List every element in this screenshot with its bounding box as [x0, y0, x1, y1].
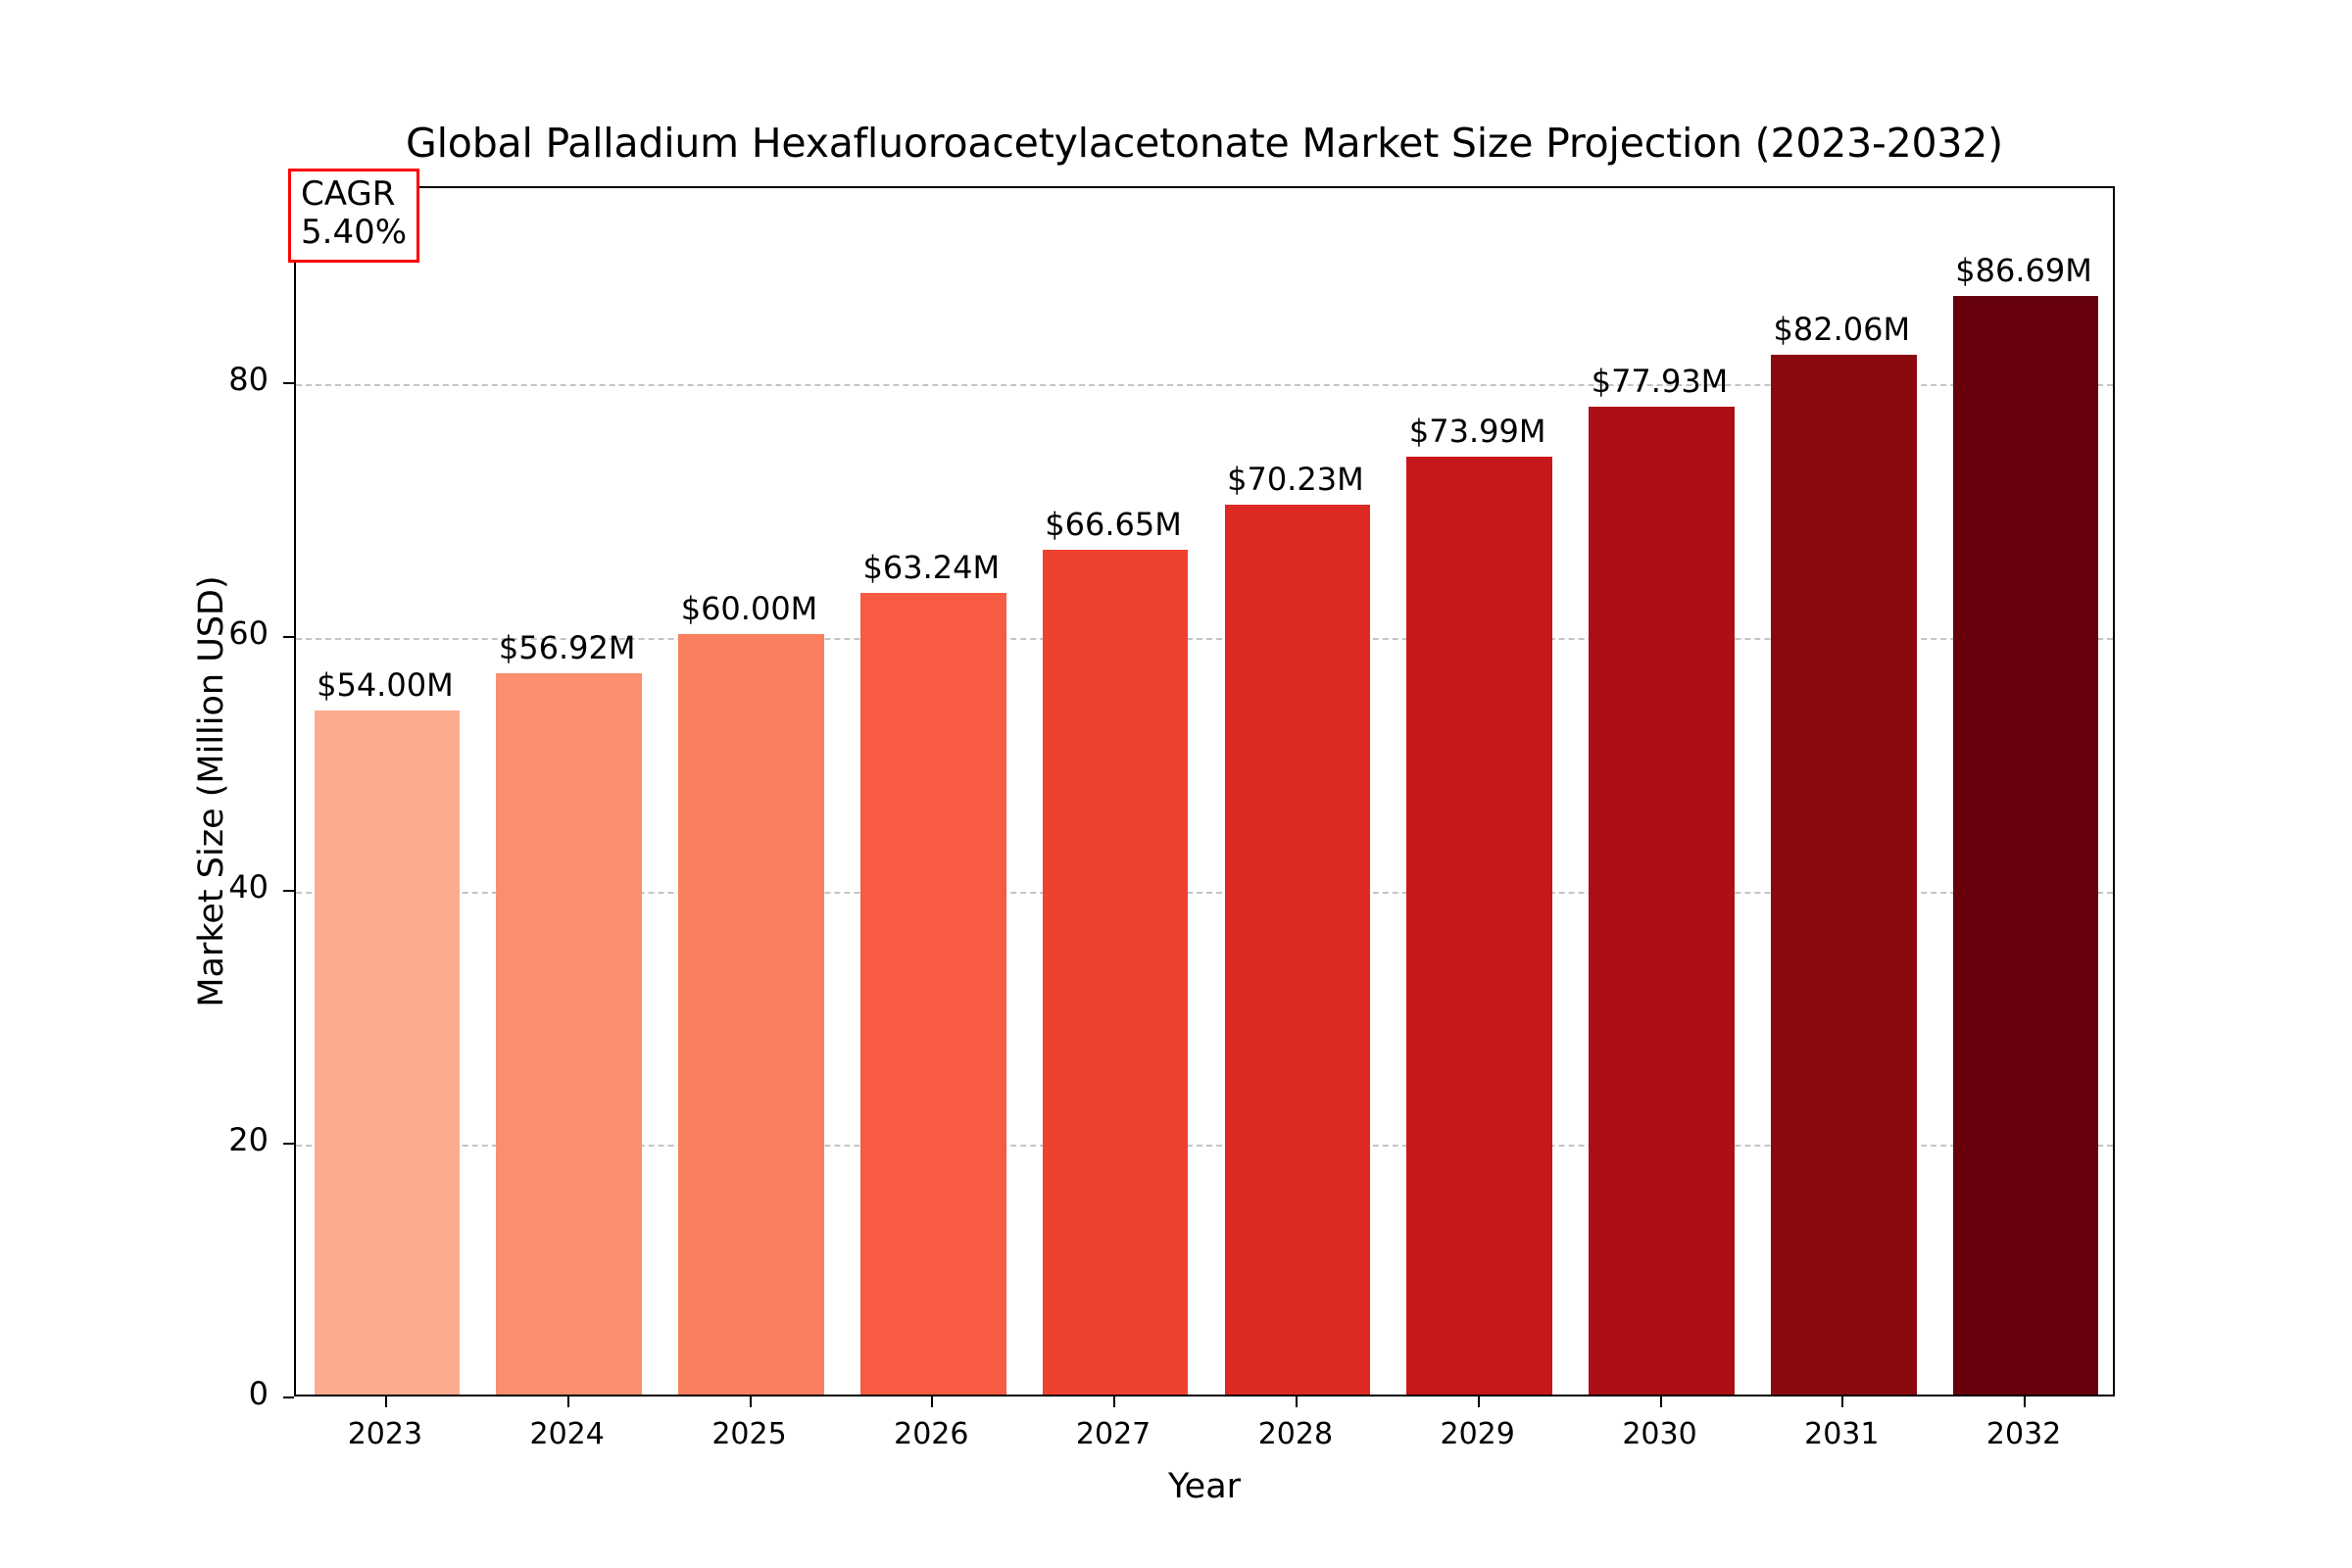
x-tick-mark — [566, 1396, 569, 1407]
y-tick-label-20: 20 — [228, 1121, 269, 1159]
x-tick-label-2023: 2023 — [347, 1417, 423, 1451]
y-tick-label-80: 80 — [228, 361, 269, 399]
bar-2023[interactable] — [314, 710, 461, 1395]
x-tick-mark — [1113, 1396, 1116, 1407]
y-tick-mark — [283, 382, 294, 385]
x-tick-mark — [1841, 1396, 1844, 1407]
cagr-title: CAGR — [301, 174, 396, 214]
cagr-annotation: CAGR 5.40% — [288, 169, 420, 263]
bar-value-label-2027: $66.65M — [1045, 506, 1182, 544]
bar-value-label-2028: $70.23M — [1227, 460, 1364, 498]
x-tick-label-2028: 2028 — [1257, 1417, 1334, 1451]
x-tick-mark — [1659, 1396, 1662, 1407]
y-tick-mark — [283, 889, 294, 892]
x-tick-label-2027: 2027 — [1075, 1417, 1152, 1451]
x-axis-label: Year — [1167, 1467, 1242, 1506]
bar-value-label-2032: $86.69M — [1955, 251, 2092, 289]
bar-value-label-2029: $73.99M — [1408, 413, 1546, 451]
x-tick-mark — [1477, 1396, 1480, 1407]
bar-2027[interactable] — [1042, 550, 1189, 1395]
x-tick-label-2024: 2024 — [529, 1417, 605, 1451]
x-tick-mark — [384, 1396, 387, 1407]
y-tick-mark — [283, 636, 294, 639]
x-tick-mark — [749, 1396, 752, 1407]
bar-2024[interactable] — [496, 672, 642, 1395]
cagr-value: 5.40% — [301, 212, 408, 252]
bar-value-label-2031: $82.06M — [1773, 310, 1911, 348]
x-tick-mark — [2024, 1396, 2027, 1407]
x-tick-label-2029: 2029 — [1440, 1417, 1515, 1451]
bar-2032[interactable] — [1952, 295, 2099, 1395]
gridline — [296, 891, 2113, 894]
y-tick-mark — [283, 1143, 294, 1146]
chart-title: Global Palladium Hexafluoroacetylacetona… — [406, 120, 2003, 167]
bar-2029[interactable] — [1406, 457, 1552, 1395]
gridline — [296, 638, 2113, 641]
bar-value-label-2023: $54.00M — [317, 665, 454, 704]
bar-value-label-2026: $63.24M — [862, 549, 1001, 587]
y-tick-label-60: 60 — [228, 614, 269, 653]
y-axis-label: Market Size (Million USD) — [192, 575, 231, 1007]
x-tick-mark — [1295, 1396, 1298, 1407]
x-tick-label-2030: 2030 — [1622, 1417, 1697, 1451]
x-tick-label-2031: 2031 — [1804, 1417, 1880, 1451]
bar-value-label-2030: $77.93M — [1591, 363, 1729, 401]
bar-2026[interactable] — [859, 593, 1006, 1395]
gridline — [296, 384, 2113, 387]
x-tick-label-2025: 2025 — [711, 1417, 787, 1451]
gridline — [296, 1145, 2113, 1148]
bar-2025[interactable] — [678, 634, 824, 1395]
bar-2031[interactable] — [1770, 354, 1917, 1395]
bar-value-label-2024: $56.92M — [498, 628, 636, 666]
bar-2028[interactable] — [1224, 504, 1371, 1395]
y-tick-mark — [283, 1396, 294, 1398]
x-tick-label-2032: 2032 — [1985, 1417, 2062, 1451]
bar-2030[interactable] — [1589, 407, 1735, 1395]
y-tick-label-40: 40 — [228, 867, 269, 906]
x-tick-mark — [931, 1396, 934, 1407]
plot-area — [294, 186, 2115, 1396]
bar-value-label-2025: $60.00M — [680, 590, 818, 628]
y-tick-label-0: 0 — [248, 1375, 269, 1412]
x-tick-label-2026: 2026 — [894, 1417, 969, 1451]
